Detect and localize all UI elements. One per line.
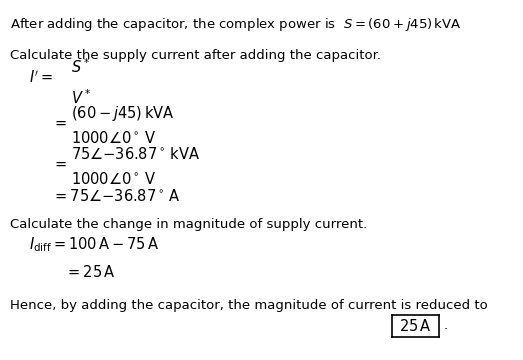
Text: $V^*$: $V^*$ xyxy=(71,88,90,107)
Text: $=$: $=$ xyxy=(52,115,68,130)
Text: $= 25\,\mathrm{A}$: $= 25\,\mathrm{A}$ xyxy=(65,264,116,280)
Text: $75\angle{-}36.87^\circ\,\mathrm{kVA}$: $75\angle{-}36.87^\circ\,\mathrm{kVA}$ xyxy=(71,146,200,162)
Text: $1000\angle 0^\circ\,\mathrm{V}$: $1000\angle 0^\circ\,\mathrm{V}$ xyxy=(71,130,155,146)
Text: Calculate the supply current after adding the capacitor.: Calculate the supply current after addin… xyxy=(10,49,381,62)
Text: .: . xyxy=(444,319,448,332)
Text: $1000\angle 0^\circ\,\mathrm{V}$: $1000\angle 0^\circ\,\mathrm{V}$ xyxy=(71,171,155,186)
Text: Hence, by adding the capacitor, the magnitude of current is reduced to: Hence, by adding the capacitor, the magn… xyxy=(10,299,488,312)
Text: $(60 - j45)\,\mathrm{kVA}$: $(60 - j45)\,\mathrm{kVA}$ xyxy=(71,104,174,123)
Text: After adding the capacitor, the complex power is  $S = (60 + j45)\,\mathrm{kVA}$: After adding the capacitor, the complex … xyxy=(10,16,462,33)
Text: $I' =$: $I' =$ xyxy=(29,69,53,86)
Text: $25\,\mathrm{A}$: $25\,\mathrm{A}$ xyxy=(400,318,432,334)
Text: $I_{\mathrm{diff}} = 100\,\mathrm{A} - 75\,\mathrm{A}$: $I_{\mathrm{diff}} = 100\,\mathrm{A} - 7… xyxy=(29,235,159,254)
Text: $=$: $=$ xyxy=(52,156,68,171)
Text: $= 75\angle{-}36.87^\circ\,\mathrm{A}$: $= 75\angle{-}36.87^\circ\,\mathrm{A}$ xyxy=(52,188,181,204)
Text: Calculate the change in magnitude of supply current.: Calculate the change in magnitude of sup… xyxy=(10,218,368,231)
Text: $S^*$: $S^*$ xyxy=(71,57,90,76)
